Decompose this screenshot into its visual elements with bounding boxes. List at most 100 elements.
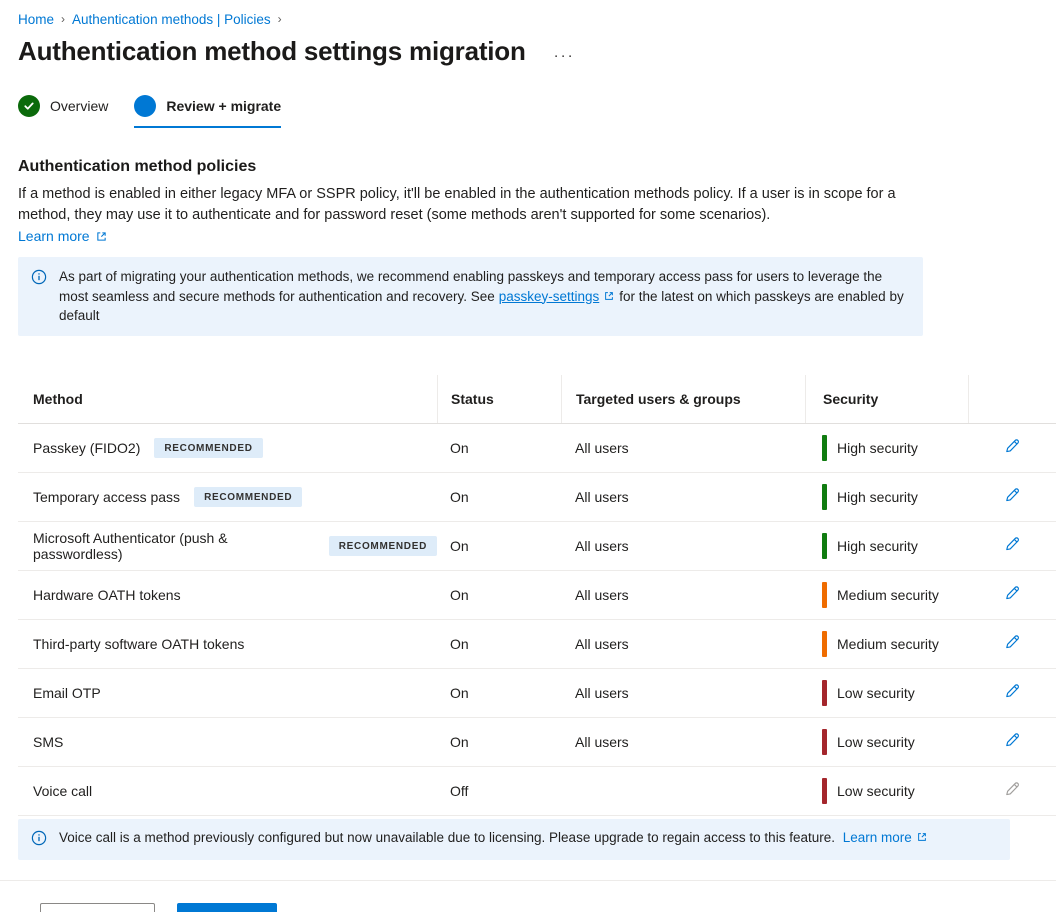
pencil-icon	[1003, 780, 1021, 801]
breadcrumb-auth-methods-link[interactable]: Authentication methods | Policies	[72, 11, 271, 27]
status-value: On	[450, 439, 469, 456]
security-label: Low security	[837, 684, 915, 701]
breadcrumb: Home › Authentication methods | Policies…	[0, 8, 1056, 30]
targeted-value: All users	[575, 439, 629, 456]
status-value: On	[450, 733, 469, 750]
targeted-value: All users	[575, 537, 629, 554]
info-banner: As part of migrating your authentication…	[18, 257, 923, 336]
table-row: Passkey (FIDO2) RECOMMENDED On All users…	[18, 424, 1056, 473]
edit-button[interactable]	[999, 629, 1025, 658]
footer-divider	[0, 879, 1056, 881]
targeted-value: All users	[575, 635, 629, 652]
chevron-right-icon: ›	[277, 12, 282, 26]
security-cell: Low security	[805, 728, 968, 755]
status-value: On	[450, 635, 469, 652]
security-level-bar	[822, 581, 827, 608]
edit-button[interactable]	[999, 433, 1025, 462]
licensing-banner-message: Voice call is a method previously config…	[59, 829, 835, 845]
security-level-bar	[822, 483, 827, 510]
passkey-settings-link[interactable]: passkey-settings	[498, 288, 600, 304]
tab-review-migrate-label: Review + migrate	[166, 98, 282, 114]
migrate-button[interactable]: Migrate	[177, 902, 277, 912]
tab-review-migrate[interactable]: Review + migrate	[134, 95, 282, 128]
table-body: Passkey (FIDO2) RECOMMENDED On All users…	[18, 424, 1056, 816]
security-label: Medium security	[837, 586, 939, 603]
column-header-targeted: Targeted users & groups	[561, 375, 805, 423]
security-level-bar	[822, 434, 827, 461]
method-cell: SMS	[18, 734, 437, 750]
security-level-bar	[822, 777, 827, 804]
security-label: Medium security	[837, 635, 939, 652]
column-header-method: Method	[33, 391, 83, 407]
security-level-bar	[822, 728, 827, 755]
security-level-bar	[822, 679, 827, 706]
column-header-security: Security	[805, 375, 968, 423]
method-cell: Third-party software OATH tokens	[18, 636, 437, 652]
pencil-icon	[1003, 437, 1021, 458]
edit-button[interactable]	[999, 678, 1025, 707]
table-row: Hardware OATH tokens On All users Medium…	[18, 571, 1056, 620]
security-label: Low security	[837, 733, 915, 750]
licensing-banner: Voice call is a method previously config…	[18, 818, 1010, 860]
more-options-button[interactable]: ···	[553, 46, 575, 64]
section-description: If a method is enabled in either legacy …	[18, 186, 896, 223]
security-cell: Medium security	[805, 630, 968, 657]
chevron-right-icon: ›	[61, 12, 66, 26]
security-cell: High security	[805, 483, 968, 510]
method-label: Hardware OATH tokens	[33, 586, 181, 603]
method-label: Email OTP	[33, 684, 101, 701]
recommended-badge: RECOMMENDED	[328, 535, 437, 556]
recommended-badge: RECOMMENDED	[194, 486, 303, 507]
method-cell: Microsoft Authenticator (push & password…	[18, 530, 437, 562]
info-banner-text: As part of migrating your authentication…	[59, 267, 909, 326]
security-cell: Low security	[805, 679, 968, 706]
security-cell: Medium security	[805, 581, 968, 608]
learn-more-link[interactable]: Learn more	[18, 228, 90, 244]
tab-bar: Overview Review + migrate	[0, 95, 1056, 128]
edit-button[interactable]	[999, 776, 1025, 805]
security-level-bar	[822, 532, 827, 559]
status-value: Off	[450, 782, 469, 799]
breadcrumb-home-link[interactable]: Home	[18, 11, 55, 27]
method-label: Microsoft Authenticator (push & password…	[33, 529, 228, 562]
info-icon	[31, 830, 47, 851]
check-circle-icon	[18, 95, 40, 117]
info-banner-text-after: for the latest on which passkeys are ena…	[59, 288, 904, 324]
tab-overview[interactable]: Overview	[18, 95, 108, 128]
previous-button[interactable]: Previous	[40, 902, 156, 912]
method-cell: Passkey (FIDO2) RECOMMENDED	[18, 437, 437, 458]
targeted-value: All users	[575, 586, 629, 603]
method-cell: Email OTP	[18, 685, 437, 701]
pencil-icon	[1003, 535, 1021, 556]
table-row: Voice call Off Low security	[18, 767, 1056, 816]
title-row: Authentication method settings migration…	[0, 36, 1056, 67]
pencil-icon	[1003, 731, 1021, 752]
status-value: On	[450, 586, 469, 603]
auth-methods-table: Method Status Targeted users & groups Se…	[18, 375, 1056, 816]
security-label: High security	[837, 488, 918, 505]
security-cell: High security	[805, 434, 968, 461]
table-header-row: Method Status Targeted users & groups Se…	[18, 375, 1056, 424]
method-cell: Hardware OATH tokens	[18, 587, 437, 603]
targeted-value: All users	[575, 733, 629, 750]
method-label: SMS	[33, 733, 64, 750]
edit-button[interactable]	[999, 727, 1025, 756]
table-row: Email OTP On All users Low security	[18, 669, 1056, 718]
edit-button[interactable]	[999, 580, 1025, 609]
column-header-edit	[968, 375, 1056, 423]
recommended-badge: RECOMMENDED	[154, 437, 263, 458]
security-level-bar	[822, 630, 827, 657]
info-icon	[31, 269, 47, 326]
pencil-icon	[1003, 486, 1021, 507]
edit-button[interactable]	[999, 531, 1025, 560]
security-cell: Low security	[805, 777, 968, 804]
licensing-learn-more-link[interactable]: Learn more	[842, 829, 912, 845]
edit-button[interactable]	[999, 482, 1025, 511]
info-banner-text-before: As part of migrating your authentication…	[59, 269, 883, 304]
table-row: Microsoft Authenticator (push & password…	[18, 522, 1056, 571]
external-link-icon	[916, 831, 928, 843]
licensing-banner-text: Voice call is a method previously config…	[59, 828, 932, 851]
status-value: On	[450, 537, 469, 554]
security-label: Low security	[837, 782, 915, 799]
